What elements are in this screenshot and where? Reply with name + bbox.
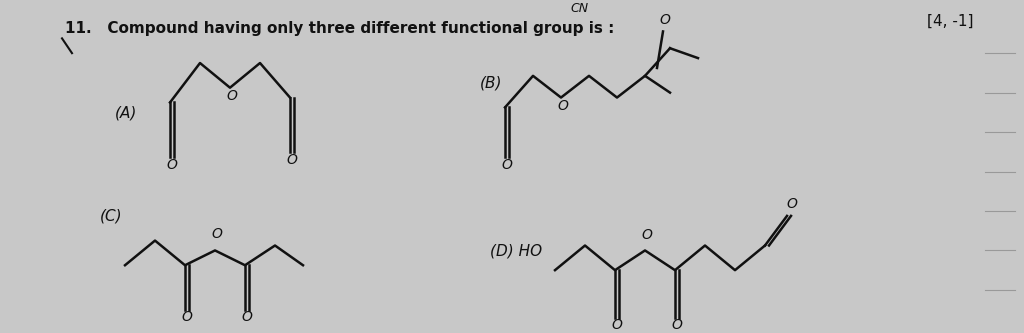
Text: O: O [672,318,682,332]
Text: O: O [611,318,623,332]
Text: (C): (C) [100,209,123,224]
Text: CN: CN [571,2,589,15]
Text: (A): (A) [115,105,137,120]
Text: O: O [502,158,512,171]
Text: O: O [167,158,177,171]
Text: O: O [181,310,193,324]
Text: O: O [642,227,652,242]
Text: O: O [287,153,297,166]
Text: O: O [212,227,222,241]
Text: O: O [659,13,671,27]
Text: O: O [226,89,238,103]
Text: O: O [786,197,798,211]
Text: O: O [557,99,568,113]
Text: [4, -1]: [4, -1] [927,14,973,29]
Text: O: O [242,310,253,324]
Text: 11.   Compound having only three different functional group is :: 11. Compound having only three different… [65,21,614,36]
Text: (D) HO: (D) HO [490,243,542,258]
Text: (B): (B) [480,76,503,91]
